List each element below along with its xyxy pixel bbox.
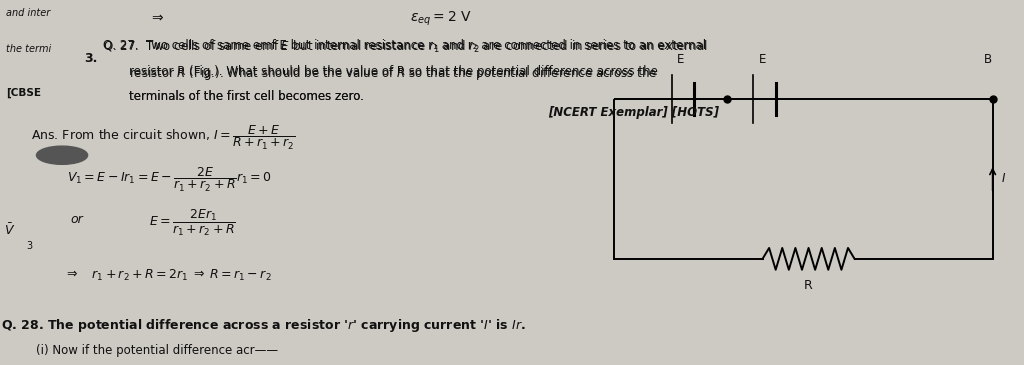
Text: E: E — [677, 53, 684, 66]
Text: Q. 27.  Two cells of same emf E but internal resistance r₁ and r₂ are connected : Q. 27. Two cells of same emf E but inter… — [103, 39, 707, 52]
Text: [CBSE: [CBSE — [6, 88, 41, 98]
Text: the termi: the termi — [6, 44, 51, 54]
Text: Q. 27.  Two cells of same emf $E$ but internal resistance $r_1$ and $r_2$ are co: Q. 27. Two cells of same emf $E$ but int… — [103, 39, 708, 55]
Text: $\varepsilon_{eq} = 2\ \mathrm{V}$: $\varepsilon_{eq} = 2\ \mathrm{V}$ — [410, 10, 471, 28]
Circle shape — [37, 146, 88, 164]
Text: 3.: 3. — [85, 51, 98, 65]
Text: $\Rightarrow \quad r_1+r_2+R = 2r_1 \;\Rightarrow\; R = r_1-r_2$: $\Rightarrow \quad r_1+r_2+R = 2r_1 \;\R… — [65, 268, 271, 283]
Text: $E = \dfrac{2Er_1}{r_1+r_2+R}$: $E = \dfrac{2Er_1}{r_1+r_2+R}$ — [148, 208, 236, 238]
Text: E: E — [759, 53, 766, 66]
Text: $I$: $I$ — [1000, 172, 1006, 185]
Text: or: or — [71, 214, 83, 226]
Text: $\bar{V}$: $\bar{V}$ — [4, 223, 15, 238]
Text: and inter: and inter — [6, 8, 50, 18]
Text: B: B — [983, 53, 991, 66]
Text: $\Rightarrow$: $\Rightarrow$ — [148, 10, 165, 24]
Text: R: R — [804, 279, 813, 292]
Text: Ans. From the circuit shown, $I = \dfrac{E+E}{R+r_1+r_2}$: Ans. From the circuit shown, $I = \dfrac… — [32, 124, 296, 152]
Text: terminals of the first cell becomes zero.: terminals of the first cell becomes zero… — [129, 90, 364, 103]
Text: Q. 28. The potential difference across a resistor '$r$' carrying current '$I$' i: Q. 28. The potential difference across a… — [1, 317, 525, 334]
Text: 3: 3 — [27, 241, 33, 251]
Text: resistor R (Fig.). What should be the value of R so that the potential differenc: resistor R (Fig.). What should be the va… — [129, 65, 657, 78]
Text: $V_1 = E - Ir_1 = E - \dfrac{2E}{r_1+r_2+R}r_1 = 0$: $V_1 = E - Ir_1 = E - \dfrac{2E}{r_1+r_2… — [68, 166, 272, 194]
Text: V: V — [58, 150, 67, 160]
Text: (i) Now if the potential difference acr——: (i) Now if the potential difference acr—… — [37, 344, 279, 357]
Text: [NCERT Exemplar] [HOTS]: [NCERT Exemplar] [HOTS] — [548, 106, 719, 119]
Text: terminals of the first cell becomes zero.: terminals of the first cell becomes zero… — [129, 90, 364, 103]
Text: resistor $R$ (Fig.). What should be the value of $R$ so that the potential diffe: resistor $R$ (Fig.). What should be the … — [129, 65, 656, 82]
